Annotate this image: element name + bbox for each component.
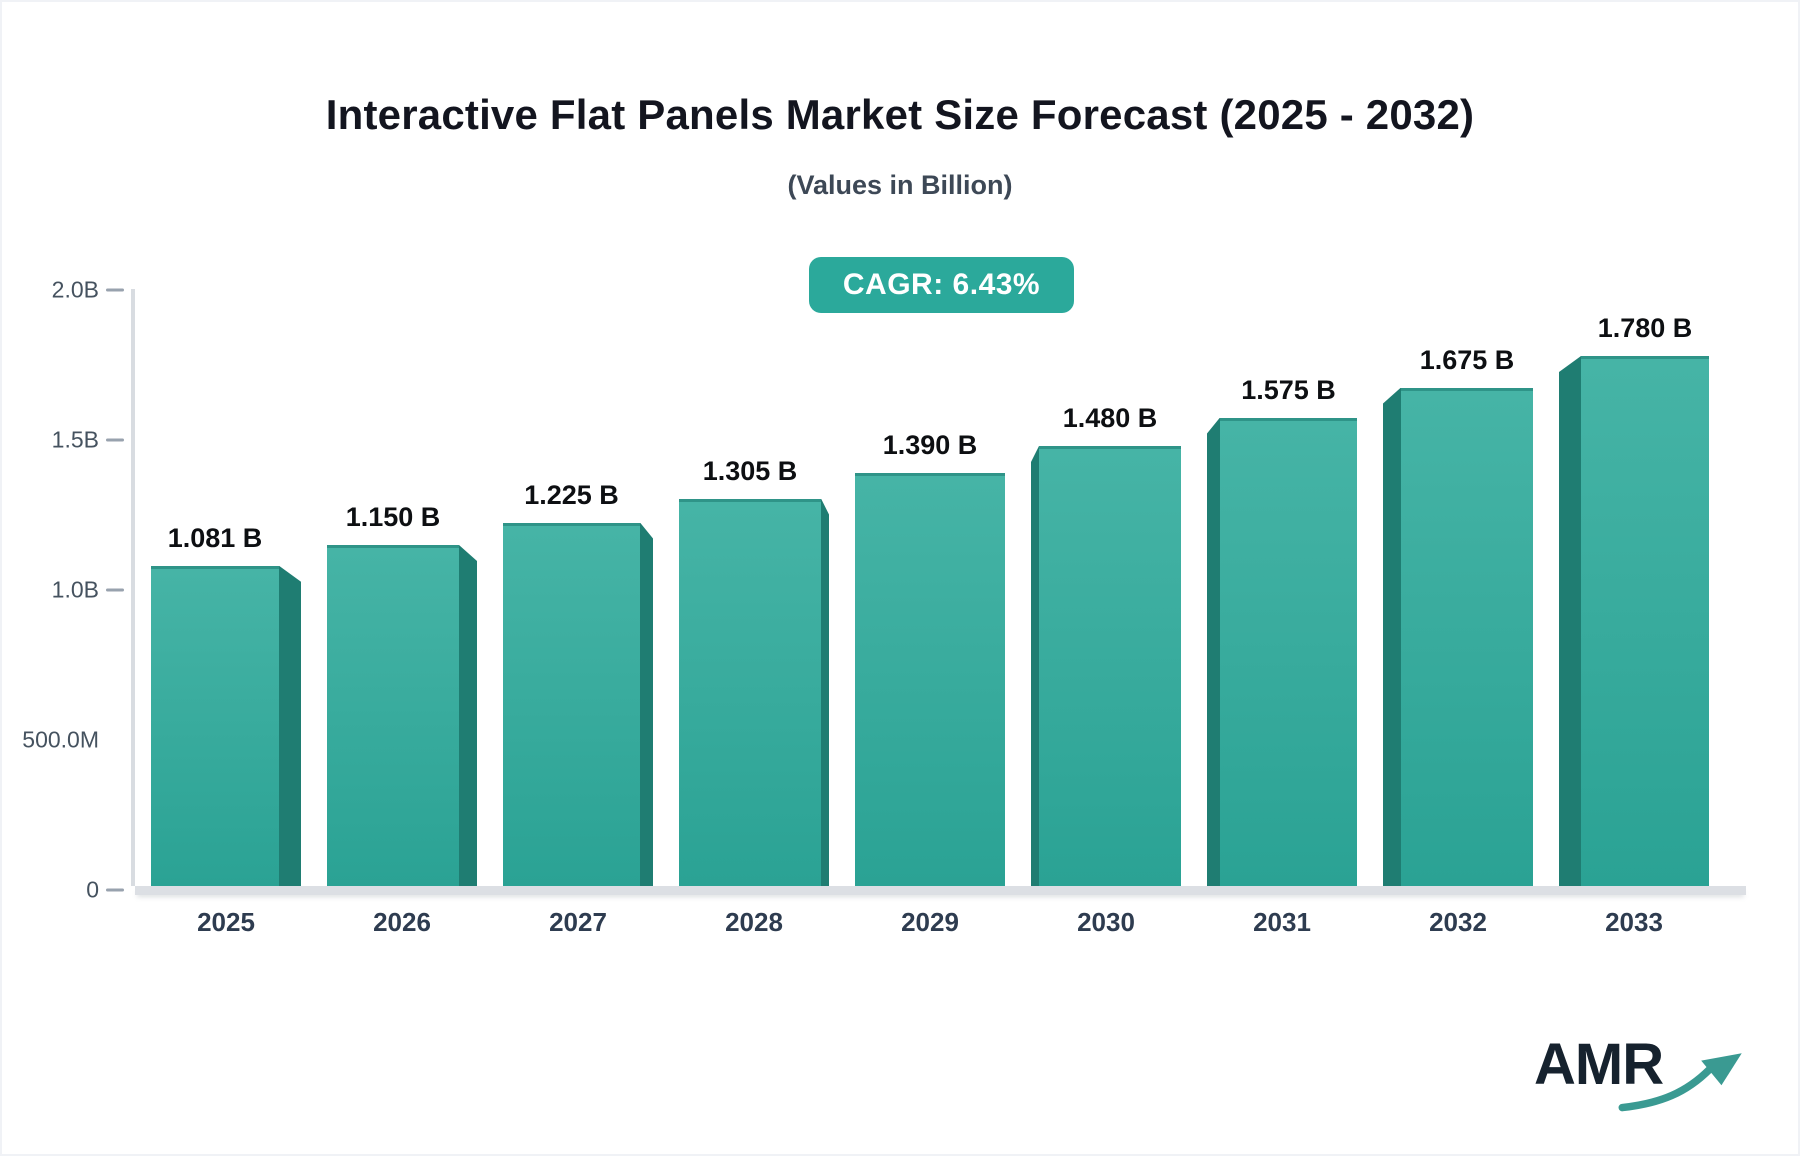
cagr-badge-row: CAGR: 6.43%	[137, 257, 1746, 313]
bar-side	[279, 565, 301, 890]
x-tick-2029: 2029	[901, 907, 959, 937]
bar-side	[1031, 446, 1039, 890]
amr-logo: AMR	[1522, 1030, 1800, 1140]
bar-2030	[1031, 446, 1181, 890]
x-tick-2025: 2025	[197, 907, 255, 937]
x-tick-2026: 2026	[373, 907, 431, 937]
bar-face	[1220, 417, 1357, 890]
bar-face	[151, 565, 279, 890]
bar-value-2028: 1.305 B	[702, 455, 798, 486]
chart-subtitle: (Values in Billion)	[787, 170, 1013, 200]
bar-face	[1401, 387, 1533, 890]
y-tick-dash	[106, 588, 124, 592]
y-tick-label: 1.0B	[51, 576, 99, 603]
y-tick-dash	[106, 888, 124, 892]
bar-side	[459, 545, 477, 890]
x-tick-2028: 2028	[725, 907, 783, 937]
bar-2029	[855, 473, 1005, 890]
bar-face	[327, 545, 459, 890]
x-tick-2030: 2030	[1077, 907, 1135, 937]
bar-value-2029: 1.390 B	[882, 430, 978, 460]
logo-arrow-icon	[1618, 1053, 1742, 1112]
bar-2032	[1383, 387, 1533, 890]
y-tick-label: 0	[86, 876, 99, 903]
y-tick-dash	[106, 288, 124, 292]
bar-2033	[1559, 356, 1709, 890]
bar-side	[1383, 387, 1401, 890]
bar-2026	[327, 545, 477, 890]
bar-value-2027: 1.225 B	[524, 479, 619, 510]
bar-side	[821, 498, 829, 890]
x-tick-2033: 2033	[1605, 907, 1663, 937]
bar-side	[1207, 417, 1220, 890]
bar-2028	[679, 498, 829, 890]
y-tick-label: 500.0M	[22, 726, 99, 753]
bar-2027	[503, 522, 653, 890]
y-tick-label: 2.0B	[51, 276, 99, 303]
bar-value-2031: 1.575 B	[1241, 374, 1336, 405]
cagr-badge: CAGR: 6.43%	[808, 257, 1075, 313]
x-tick-2027: 2027	[549, 907, 607, 937]
x-tick-2032: 2032	[1429, 907, 1487, 937]
y-tick-dash	[106, 438, 124, 442]
y-axis-line	[131, 289, 135, 886]
bar-face	[855, 473, 1005, 890]
bar-side	[1559, 356, 1581, 890]
bar-2025	[151, 565, 301, 890]
bar-face	[679, 498, 821, 890]
logo-text: AMR	[1534, 1032, 1664, 1097]
bar-value-2033: 1.780 B	[1597, 313, 1693, 343]
bar-face	[503, 522, 640, 890]
chart-title: Interactive Flat Panels Market Size Fore…	[325, 91, 1475, 138]
y-tick-label: 1.5B	[51, 426, 99, 453]
bar-face	[1039, 446, 1181, 890]
bar-value-2030: 1.480 B	[1062, 403, 1158, 433]
bar-value-2025: 1.081 B	[167, 522, 263, 553]
x-axis-baseline	[135, 886, 1746, 895]
bar-value-2032: 1.675 B	[1419, 344, 1515, 375]
x-tick-2031: 2031	[1253, 907, 1311, 937]
bar-value-2026: 1.150 B	[345, 502, 441, 532]
bar-side	[640, 522, 653, 890]
bar-face	[1581, 356, 1709, 890]
bar-2031	[1207, 417, 1357, 890]
